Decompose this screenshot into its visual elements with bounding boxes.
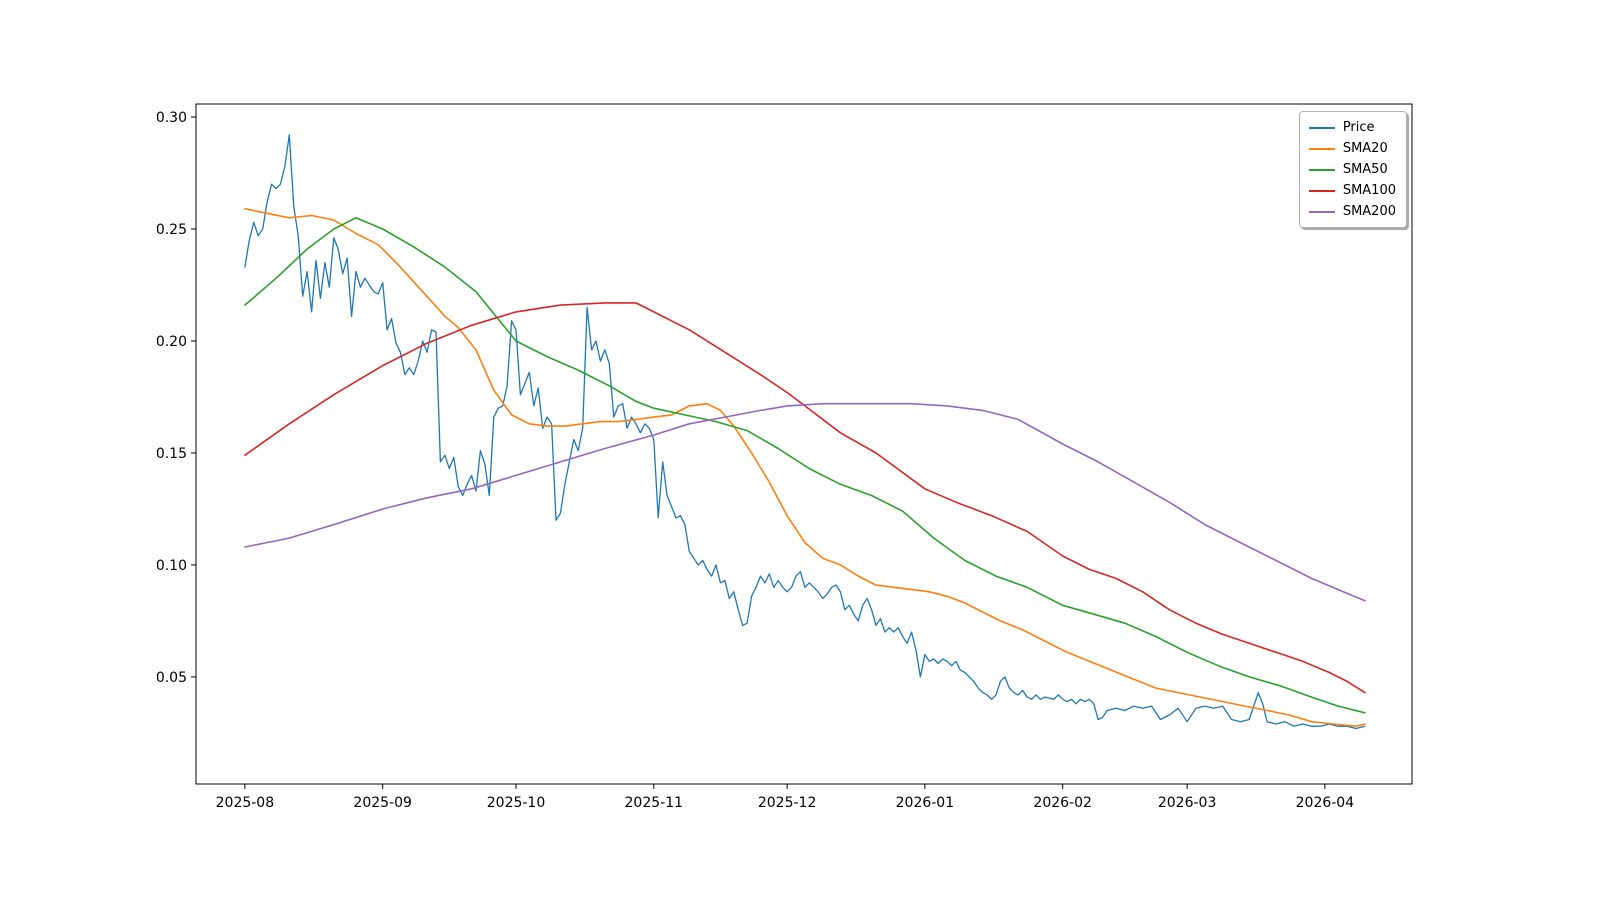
series-line-sma200 (244, 402, 1366, 602)
series-line-sma100 (244, 302, 1366, 694)
legend-item-sma20: SMA20 (1308, 140, 1396, 157)
legend-item-sma50: SMA50 (1308, 161, 1396, 178)
axes-frame (195, 103, 1413, 785)
y-tick-label: 0.10 (156, 558, 187, 574)
legend-label: SMA50 (1342, 162, 1388, 177)
series-line-sma20 (244, 208, 1366, 728)
legend-item-sma100: SMA100 (1308, 182, 1396, 199)
series-line-sma50 (244, 217, 1366, 714)
legend-item-price: Price (1308, 119, 1396, 136)
legend-line-sample-icon (1308, 126, 1335, 129)
legend-line-sample-icon (1308, 189, 1335, 192)
x-tick-label: 2026-01 (896, 795, 955, 811)
legend-line-sample-icon (1308, 210, 1335, 213)
x-tick-label: 2025-09 (353, 795, 412, 811)
legend-line-sample-icon (1308, 147, 1335, 150)
x-tick-label: 2026-02 (1033, 795, 1092, 811)
x-tick-label: 2025-11 (625, 795, 684, 811)
y-tick-label: 0.30 (156, 110, 187, 126)
x-tick-label: 2025-10 (487, 795, 546, 811)
legend-label: SMA200 (1342, 204, 1396, 219)
legend: Price SMA20 SMA50 SMA100 SMA200 (1298, 111, 1407, 228)
series-line-price (244, 134, 1366, 730)
x-tick-label: 2026-03 (1158, 795, 1217, 811)
legend-item-sma200: SMA200 (1308, 203, 1396, 220)
legend-label: Price (1342, 120, 1375, 135)
x-tick-label: 2026-04 (1296, 795, 1355, 811)
y-tick-label: 0.05 (156, 670, 187, 686)
x-tick-label: 2025-08 (216, 795, 275, 811)
y-tick-label: 0.25 (156, 222, 187, 238)
y-tick-label: 0.15 (156, 446, 187, 462)
y-tick-label: 0.20 (156, 334, 187, 350)
x-tick-label: 2025-12 (758, 795, 817, 811)
legend-line-sample-icon (1308, 168, 1335, 171)
legend-label: SMA100 (1342, 183, 1396, 198)
legend-label: SMA20 (1342, 141, 1388, 156)
